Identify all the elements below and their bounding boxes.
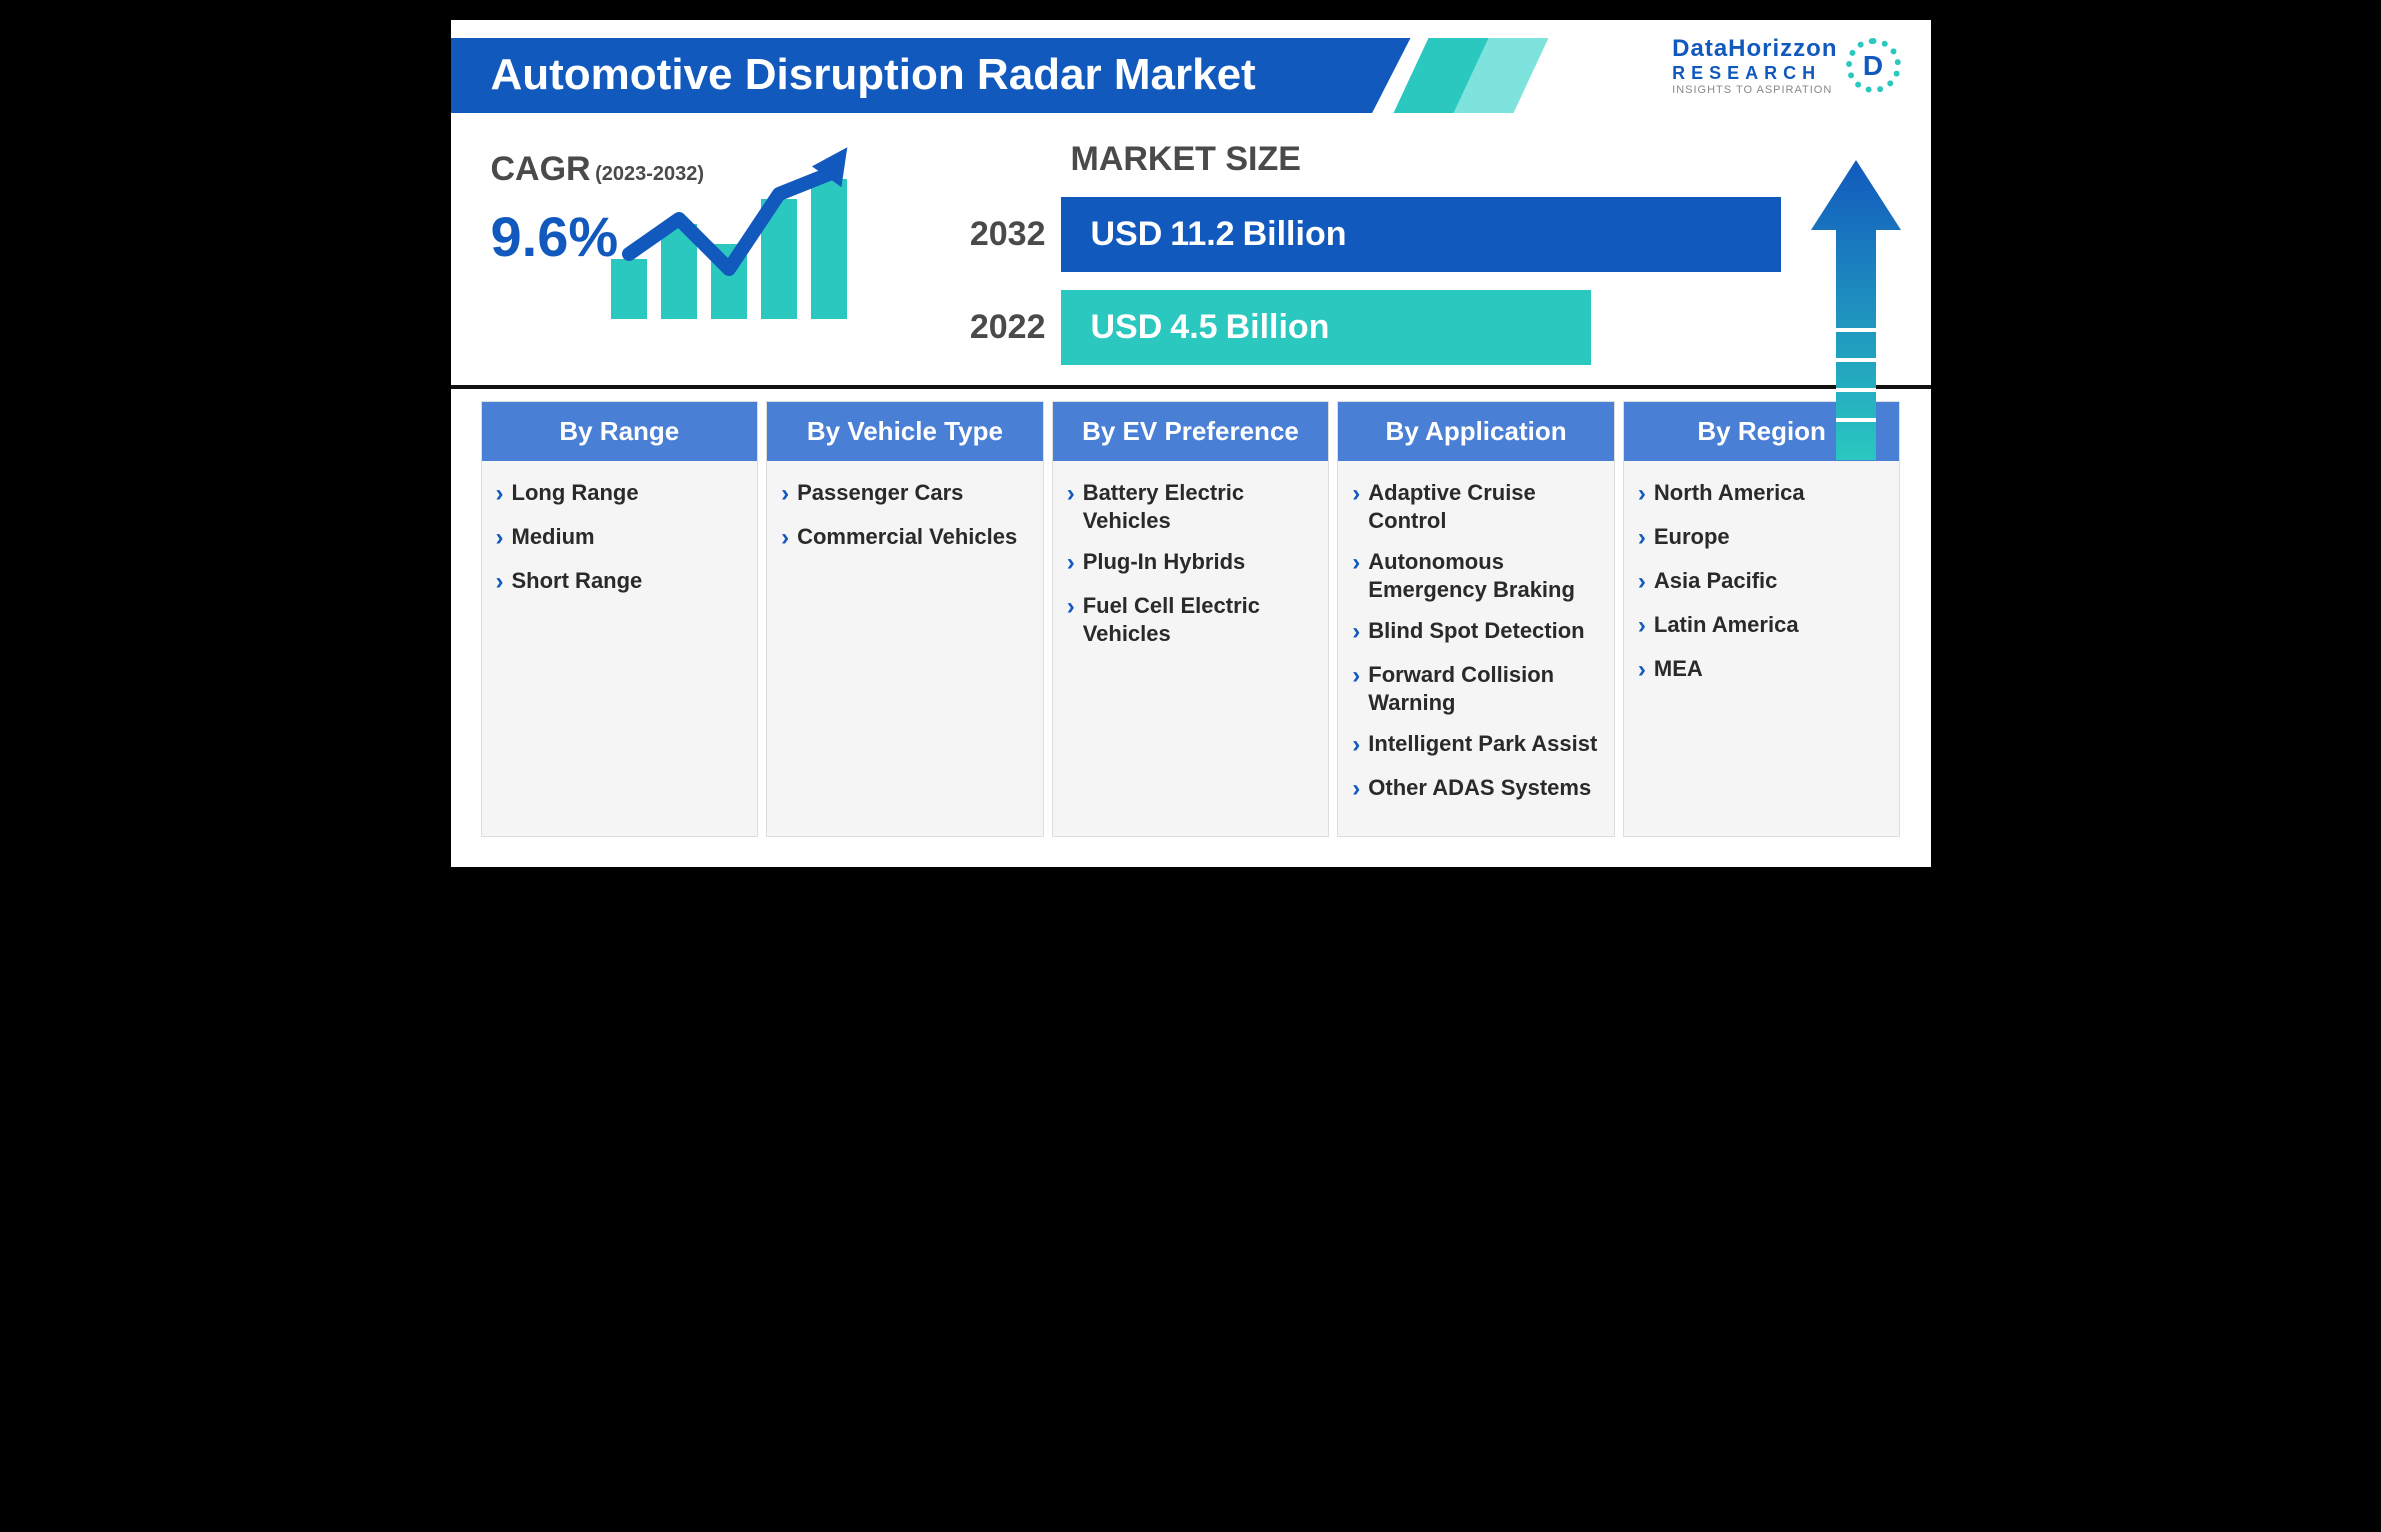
category-item: › MEA	[1638, 655, 1886, 685]
category-item-label: Battery Electric Vehicles	[1083, 479, 1315, 534]
logo-brand: DataHorizzon	[1672, 35, 1837, 62]
logo-mark-icon: D	[1846, 38, 1901, 93]
chevron-right-icon: ›	[1352, 661, 1360, 716]
category-item: › Commercial Vehicles	[781, 523, 1029, 553]
market-size-bar: USD 4.5 Billion	[1061, 290, 1591, 365]
market-size-year: 2032	[961, 215, 1061, 254]
page-title: Automotive Disruption Radar Market	[451, 50, 1256, 100]
category-item: › Latin America	[1638, 611, 1886, 641]
chevron-right-icon: ›	[1352, 617, 1360, 647]
category-item-label: Plug-In Hybrids	[1083, 548, 1246, 578]
category-item-label: Medium	[512, 523, 595, 553]
chevron-right-icon: ›	[1638, 655, 1646, 685]
category-item-label: Intelligent Park Assist	[1368, 730, 1597, 760]
category-item-label: Passenger Cars	[797, 479, 963, 509]
category-item-label: North America	[1654, 479, 1805, 509]
category-item: › Medium	[496, 523, 744, 553]
category-item-label: Short Range	[512, 567, 643, 597]
title-banner: Automotive Disruption Radar Market DataH…	[451, 20, 1931, 130]
category-card: By Application›Adaptive Cruise Control›A…	[1337, 401, 1615, 837]
category-item: ›Battery Electric Vehicles	[1067, 479, 1315, 534]
category-item: › Short Range	[496, 567, 744, 597]
category-item-label: Forward Collision Warning	[1368, 661, 1600, 716]
market-size-row: 2032USD 11.2 Billion	[961, 197, 1891, 272]
category-body: ›Adaptive Cruise Control›Autonomous Emer…	[1338, 461, 1614, 836]
category-item-label: Other ADAS Systems	[1368, 774, 1591, 804]
category-item-label: MEA	[1654, 655, 1703, 685]
chevron-right-icon: ›	[1638, 479, 1646, 509]
category-item: › Asia Pacific	[1638, 567, 1886, 597]
category-item: ›Autonomous Emergency Braking	[1352, 548, 1600, 603]
chevron-right-icon: ›	[496, 479, 504, 509]
category-item: › Passenger Cars	[781, 479, 1029, 509]
chevron-right-icon: ›	[781, 479, 789, 509]
chevron-right-icon: ›	[1067, 592, 1075, 647]
chevron-right-icon: ›	[1067, 479, 1075, 534]
category-item: › Intelligent Park Assist	[1352, 730, 1600, 760]
category-title: By Application	[1338, 402, 1614, 461]
chevron-right-icon: ›	[1352, 730, 1360, 760]
metrics-row: CAGR (2023-2032) 9.6% MARKET SIZE 2032US…	[451, 130, 1931, 389]
market-size-row: 2022USD 4.5 Billion	[961, 290, 1891, 365]
chevron-right-icon: ›	[1352, 479, 1360, 534]
logo-brand2: RESEARCH	[1672, 63, 1837, 84]
category-item-label: Long Range	[512, 479, 639, 509]
category-item-label: Fuel Cell Electric Vehicles	[1083, 592, 1315, 647]
category-item: › Plug-In Hybrids	[1067, 548, 1315, 578]
category-item-label: Blind Spot Detection	[1368, 617, 1584, 647]
category-item: › Long Range	[496, 479, 744, 509]
category-item-label: Asia Pacific	[1654, 567, 1778, 597]
category-title: By EV Preference	[1053, 402, 1329, 461]
chevron-right-icon: ›	[1352, 548, 1360, 603]
chevron-right-icon: ›	[1638, 523, 1646, 553]
chevron-right-icon: ›	[1638, 567, 1646, 597]
category-item: ›Fuel Cell Electric Vehicles	[1067, 592, 1315, 647]
category-card: By EV Preference›Battery Electric Vehicl…	[1052, 401, 1330, 837]
category-item-label: Adaptive Cruise Control	[1368, 479, 1600, 534]
growth-arrow-icon	[1811, 160, 1901, 460]
categories-row: By Range›Long Range›Medium›Short RangeBy…	[451, 389, 1931, 867]
logo-tagline: INSIGHTS TO ASPIRATION	[1672, 84, 1837, 96]
category-item: ›Forward Collision Warning	[1352, 661, 1600, 716]
category-card: By Region›North America›Europe›Asia Paci…	[1623, 401, 1901, 837]
cagr-chart-icon	[611, 149, 871, 319]
category-item: ›Adaptive Cruise Control	[1352, 479, 1600, 534]
chevron-right-icon: ›	[1638, 611, 1646, 641]
category-item: › Europe	[1638, 523, 1886, 553]
category-body: › Long Range › Medium › Short Range	[482, 461, 758, 629]
market-size-label: MARKET SIZE	[1071, 140, 1891, 179]
cagr-label: CAGR	[491, 150, 591, 188]
category-item-label: Europe	[1654, 523, 1730, 553]
category-card: By Range › Long Range › Medium › Short Range	[481, 401, 759, 837]
brand-logo: DataHorizzon RESEARCH INSIGHTS TO ASPIRA…	[1672, 35, 1900, 96]
category-body: › North America › Europe › Asia Pacific › Latin…	[1624, 461, 1900, 717]
category-title: By Range	[482, 402, 758, 461]
category-item: › Other ADAS Systems	[1352, 774, 1600, 804]
category-item-label: Latin America	[1654, 611, 1799, 641]
category-item: › Blind Spot Detection	[1352, 617, 1600, 647]
chevron-right-icon: ›	[496, 567, 504, 597]
market-size-bars: 2032USD 11.2 Billion2022USD 4.5 Billion	[961, 197, 1891, 365]
category-item-label: Commercial Vehicles	[797, 523, 1017, 553]
cagr-block: CAGR (2023-2032) 9.6%	[491, 140, 921, 385]
infographic-canvas: Automotive Disruption Radar Market DataH…	[451, 20, 1931, 867]
category-title: By Vehicle Type	[767, 402, 1043, 461]
chevron-right-icon: ›	[1067, 548, 1075, 578]
category-body: ›Battery Electric Vehicles›Plug-In Hybri…	[1053, 461, 1329, 679]
category-body: › Passenger Cars › Commercial Vehicles	[767, 461, 1043, 585]
chevron-right-icon: ›	[781, 523, 789, 553]
chevron-right-icon: ›	[1352, 774, 1360, 804]
chevron-right-icon: ›	[496, 523, 504, 553]
category-card: By Vehicle Type › Passenger Cars › Commercia…	[766, 401, 1044, 837]
market-size-year: 2022	[961, 308, 1061, 347]
category-item: › North America	[1638, 479, 1886, 509]
market-size-block: MARKET SIZE 2032USD 11.2 Billion2022USD …	[921, 140, 1891, 385]
category-item-label: Autonomous Emergency Braking	[1368, 548, 1600, 603]
market-size-bar: USD 11.2 Billion	[1061, 197, 1781, 272]
logo-text: DataHorizzon RESEARCH INSIGHTS TO ASPIRA…	[1672, 35, 1837, 96]
